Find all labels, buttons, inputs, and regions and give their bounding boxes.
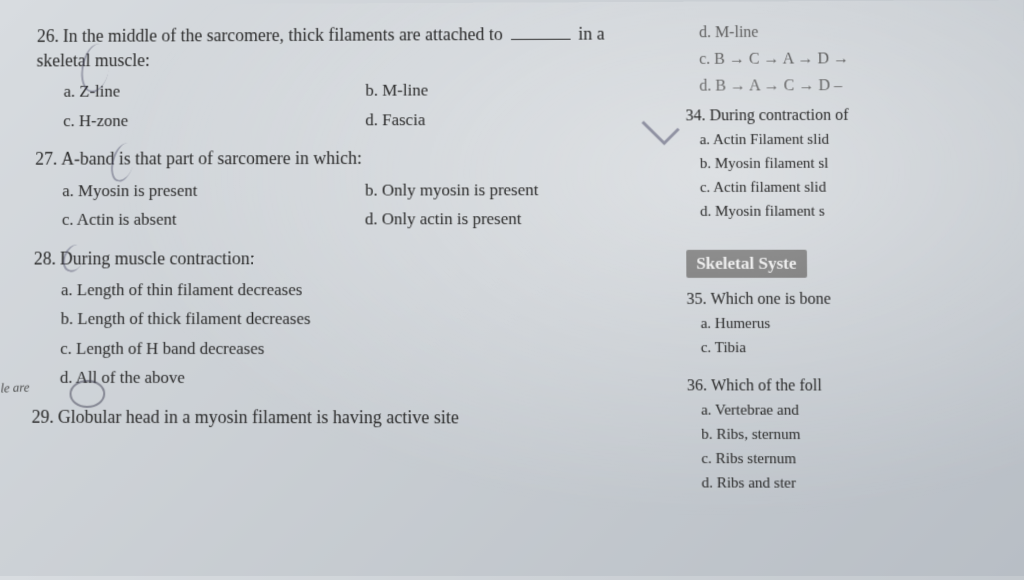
section-header-skeletal: Skeletal Syste — [686, 250, 807, 278]
q26-blank — [511, 39, 571, 40]
frag-line-1: d. M-line — [685, 20, 994, 45]
question-36: 36. Which of the foll a. Vertebrae and b… — [687, 374, 1001, 496]
q35-opt-c: c. Tibia — [687, 336, 999, 360]
q28-number: 28. — [34, 248, 56, 269]
textbook-page: le are 26. In the middle of the sarcomer… — [0, 0, 1024, 580]
q28-text: During muscle contraction: — [60, 248, 255, 268]
q36-opt-b: b. Ribs, sternum — [687, 423, 1000, 448]
q28-opt-c: c. Length of H band decreases — [60, 336, 647, 362]
q26-number: 26. — [37, 26, 59, 47]
q36-text: Which of the foll — [711, 377, 822, 394]
question-35: 35. Which one is bone a. Humerus c. Tibi… — [686, 288, 998, 361]
q27-opt-d: d. Only actin is present — [365, 206, 647, 232]
q27-number: 27. — [35, 149, 57, 170]
q28-opt-b: b. Length of thick filament decreases — [60, 306, 647, 332]
q36-opt-a: a. Vertebrae and — [687, 398, 999, 423]
question-27: 27. A-band is that part of sarcomere in … — [34, 146, 647, 233]
frag-line-3: d. B → A → C → D – — [685, 74, 994, 99]
q26-text-a: In the middle of the sarcomere, thick fi… — [63, 24, 503, 46]
q27-opt-c: c. Actin is absent — [62, 207, 365, 233]
q34-opt-a: a. Actin Filament slid — [685, 127, 995, 152]
q26-options: a. Z-line b. M-line c. H-zone d. Fascia — [36, 77, 647, 133]
q34-number: 34. — [685, 107, 705, 124]
q26-opt-b: b. M-line — [365, 77, 646, 103]
left-column: 26. In the middle of the sarcomere, thic… — [31, 22, 648, 445]
question-34: 34. During contraction of a. Actin Filam… — [685, 104, 996, 224]
question-29: 29. Globular head in a myosin filament i… — [31, 405, 647, 431]
q36-opt-d: d. Ribs and ster — [687, 471, 1000, 496]
q26-opt-a: a. Z-line — [63, 78, 365, 104]
q34-opt-c: c. Actin filament slid — [686, 175, 996, 200]
q35-opt-a: a. Humerus — [686, 312, 998, 336]
q29-number: 29. — [31, 407, 54, 428]
q28-opt-d: d. All of the above — [60, 365, 648, 391]
q27-opt-b: b. Only myosin is present — [365, 177, 647, 203]
q28-opt-a: a. Length of thin filament decreases — [61, 277, 647, 303]
q29-text: Globular head in a myosin filament is ha… — [58, 407, 459, 428]
q35-text: Which one is bone — [710, 291, 831, 308]
q34-opt-b: b. Myosin filament sl — [686, 151, 996, 176]
q36-opt-c: c. Ribs sternum — [687, 447, 1000, 472]
q27-options: a. Myosin is present b. Only myosin is p… — [34, 177, 647, 233]
q28-options: a. Length of thin filament decreases b. … — [32, 277, 648, 391]
q27-text: A-band is that part of sarcomere in whic… — [61, 148, 362, 169]
right-column: d. M-line c. B → C → A → D → d. B → A → … — [675, 20, 1000, 510]
q26-opt-d: d. Fascia — [365, 107, 646, 133]
q34-text: During contraction of — [709, 107, 848, 124]
question-26: 26. In the middle of the sarcomere, thic… — [36, 22, 647, 134]
frag-line-2: c. B → C → A → D → — [685, 47, 994, 72]
margin-text: le are — [0, 379, 29, 396]
q26-opt-c: c. H-zone — [63, 107, 365, 133]
q34-opt-d: d. Myosin filament s — [686, 199, 997, 224]
q36-number: 36. — [687, 377, 707, 394]
q35-number: 35. — [686, 291, 706, 308]
q27-opt-a: a. Myosin is present — [62, 177, 365, 203]
checkmark-34 — [641, 107, 679, 145]
question-28: 28. During muscle contraction: a. Length… — [32, 245, 648, 391]
